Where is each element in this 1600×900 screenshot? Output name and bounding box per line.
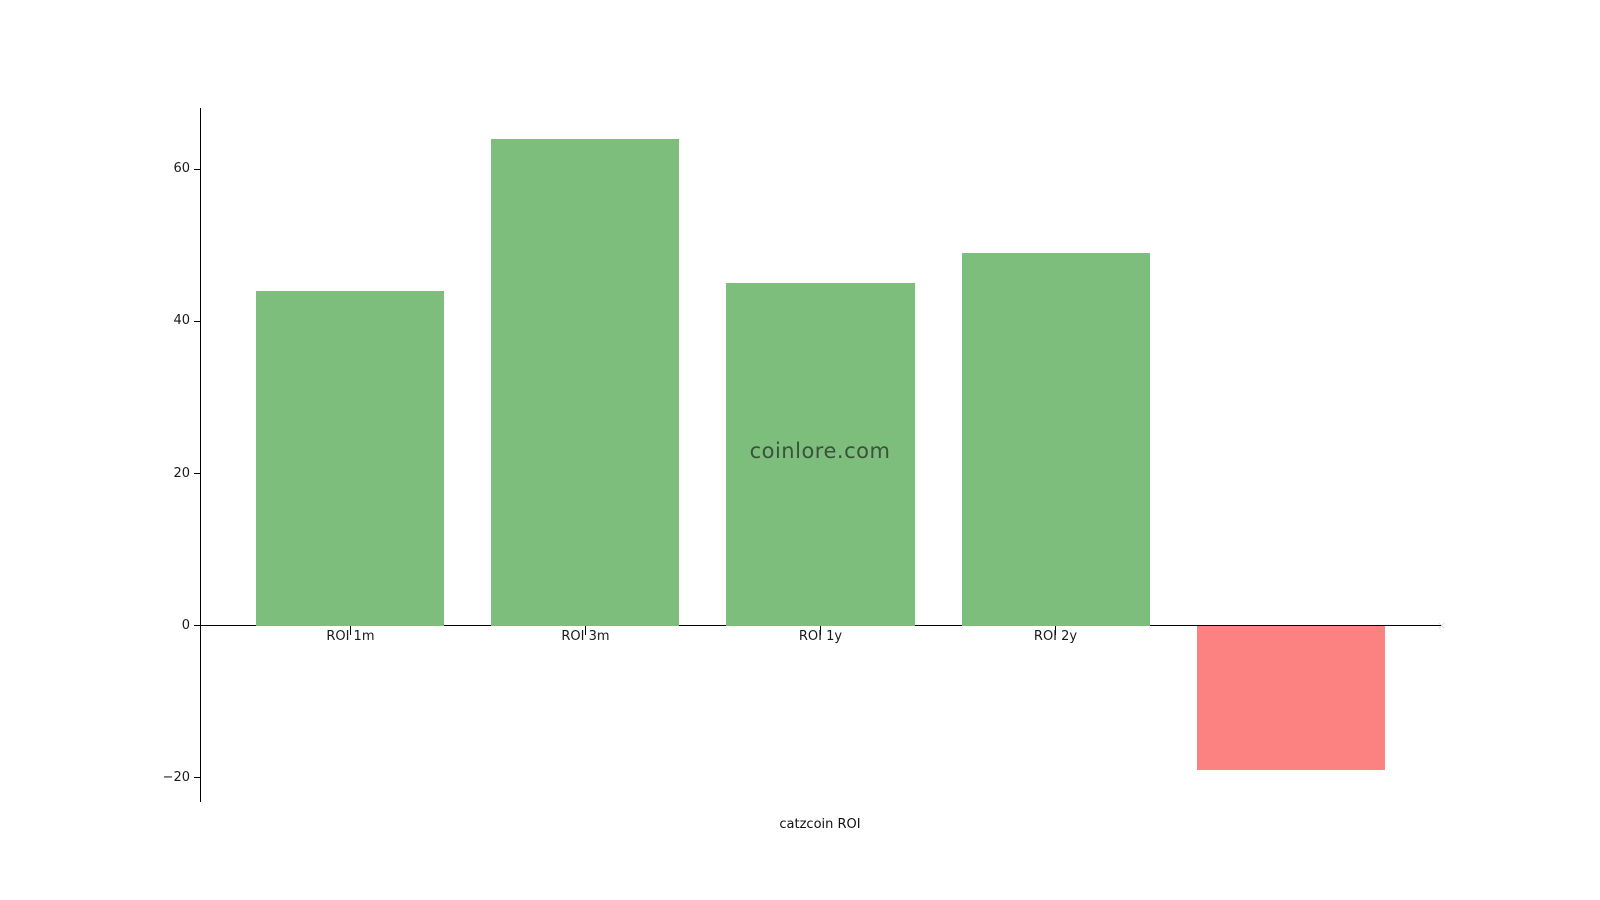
bar-roi-1m xyxy=(256,291,445,626)
y-tick-label-60: 60 xyxy=(173,161,190,177)
bar-roi-3m xyxy=(491,139,680,626)
y-tick-mark-−20 xyxy=(193,776,200,779)
bar-roi-2y xyxy=(961,253,1150,626)
chart-title: catzcoin ROI xyxy=(779,817,861,832)
bar-unlabeled-4 xyxy=(1196,625,1385,770)
y-axis-spine xyxy=(200,107,202,802)
y-tick-label-0: 0 xyxy=(181,617,190,633)
x-tick-mark-roi-3m xyxy=(584,625,587,635)
y-tick-mark-40 xyxy=(193,320,200,323)
watermark-text: coinlore.com xyxy=(749,439,891,463)
y-tick-mark-60 xyxy=(193,168,200,171)
x-tick-label-roi-1m: ROI 1m xyxy=(326,628,375,644)
axis-end-artifact: × xyxy=(1437,619,1447,632)
x-tick-mark-roi-1y xyxy=(819,625,822,635)
y-tick-mark-20 xyxy=(193,472,200,475)
x-tick-mark-roi-1m xyxy=(349,625,352,635)
x-tick-label-roi-1y: ROI 1y xyxy=(798,628,843,644)
x-tick-mark-roi-2y xyxy=(1054,625,1057,635)
bar-roi-1y xyxy=(726,283,915,626)
y-tick-label-40: 40 xyxy=(173,313,190,329)
x-tick-label-roi-3m: ROI 3m xyxy=(561,628,610,644)
y-tick-label-−20: −20 xyxy=(162,769,190,785)
y-tick-mark-0 xyxy=(193,624,200,627)
x-tick-label-roi-2y: ROI 2y xyxy=(1033,628,1078,644)
y-tick-label-20: 20 xyxy=(173,465,190,481)
